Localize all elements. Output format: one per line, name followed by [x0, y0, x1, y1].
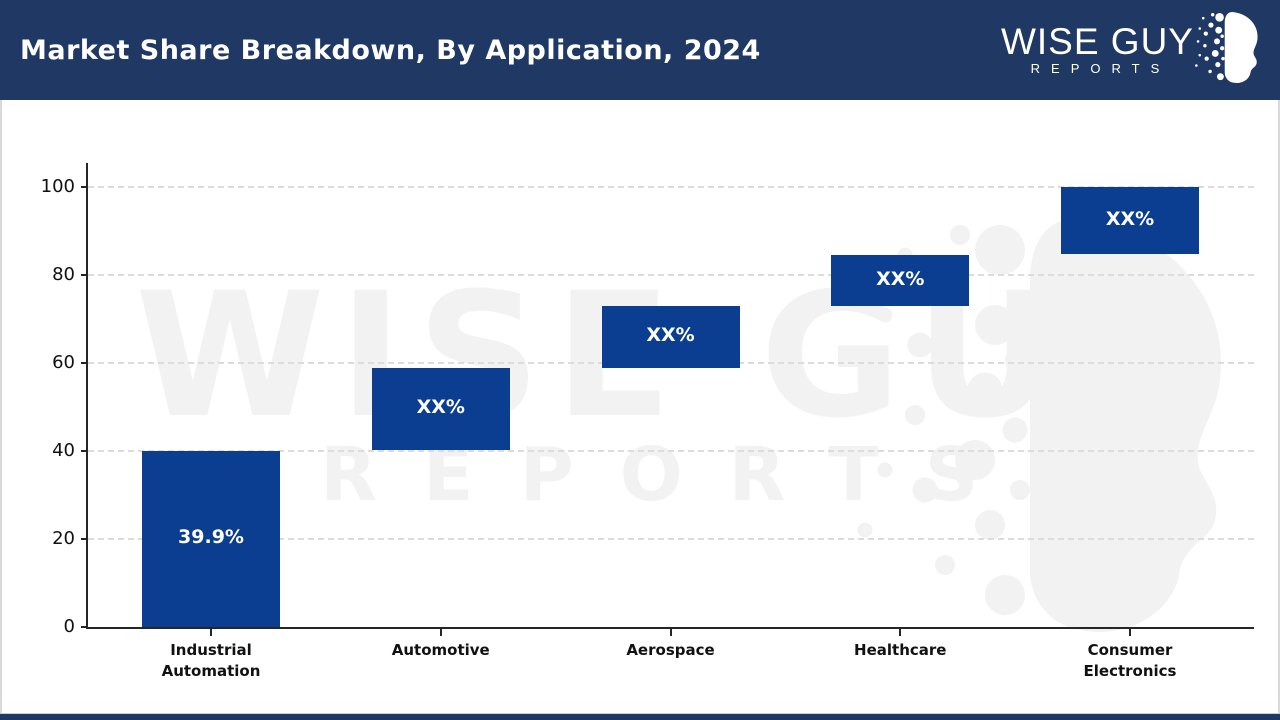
gridline-y40 [88, 449, 1254, 452]
bar-0 [142, 451, 280, 627]
brand-logo: WISE GUY REPORTS [1001, 6, 1280, 94]
y-tick-40 [81, 449, 88, 452]
y-tick-label-40: 40 [52, 439, 75, 461]
y-tick-100 [81, 185, 88, 188]
x-tick-4 [1129, 629, 1131, 636]
y-tick-20 [81, 537, 88, 540]
dotted-head-watermark-icon [857, 219, 1222, 632]
bar-4 [1061, 187, 1199, 255]
x-category-label-4: Consumer Electronics [1083, 641, 1177, 680]
bar-value-label-3: XX% [876, 267, 925, 290]
y-tick-60 [81, 361, 88, 364]
x-tick-3 [899, 629, 902, 636]
brand-name: WISE GUY [1000, 21, 1194, 62]
y-tick-label-100: 100 [40, 175, 75, 197]
y-axis-line [86, 163, 88, 629]
chart-canvas-frame [0, 100, 1280, 713]
x-category-label-2: Aerospace [626, 641, 715, 659]
bar-1 [371, 368, 510, 450]
footer-bar [0, 713, 1280, 720]
x-tick-2 [669, 629, 672, 636]
x-axis-line [86, 627, 1254, 629]
y-tick-label-80: 80 [52, 263, 75, 285]
x-tick-1 [439, 629, 442, 636]
bar-value-label-0: 39.9% [178, 526, 244, 549]
bar-3 [831, 255, 970, 307]
x-category-label-1: Automotive [391, 641, 490, 659]
y-tick-label-20: 20 [52, 527, 75, 549]
gridline-y100 [88, 185, 1254, 188]
y-tick-label-60: 60 [52, 351, 75, 373]
y-tick-0 [81, 626, 88, 628]
gridline-y80 [88, 273, 1254, 276]
bar-2 [601, 306, 740, 369]
brand-logo-text: WISE GUY REPORTS [1001, 23, 1194, 77]
bar-value-label-2: XX% [646, 324, 695, 347]
page-title: Market Share Breakdown, By Application, … [20, 34, 761, 66]
gridline-y20 [88, 537, 1254, 540]
x-tick-0 [210, 629, 212, 636]
brand-subname: REPORTS [1030, 61, 1171, 76]
y-tick-80 [81, 273, 88, 276]
dotted-head-icon [1195, 12, 1258, 84]
bar-value-label-4: XX% [1105, 207, 1155, 230]
x-category-label-0: Industrial Automation [161, 641, 261, 680]
x-category-label-3: Healthcare [854, 641, 947, 659]
bar-value-label-1: XX% [416, 396, 465, 419]
header-bar: Market Share Breakdown, By Application, … [0, 0, 1280, 100]
y-tick-label-0: 0 [63, 616, 75, 637]
